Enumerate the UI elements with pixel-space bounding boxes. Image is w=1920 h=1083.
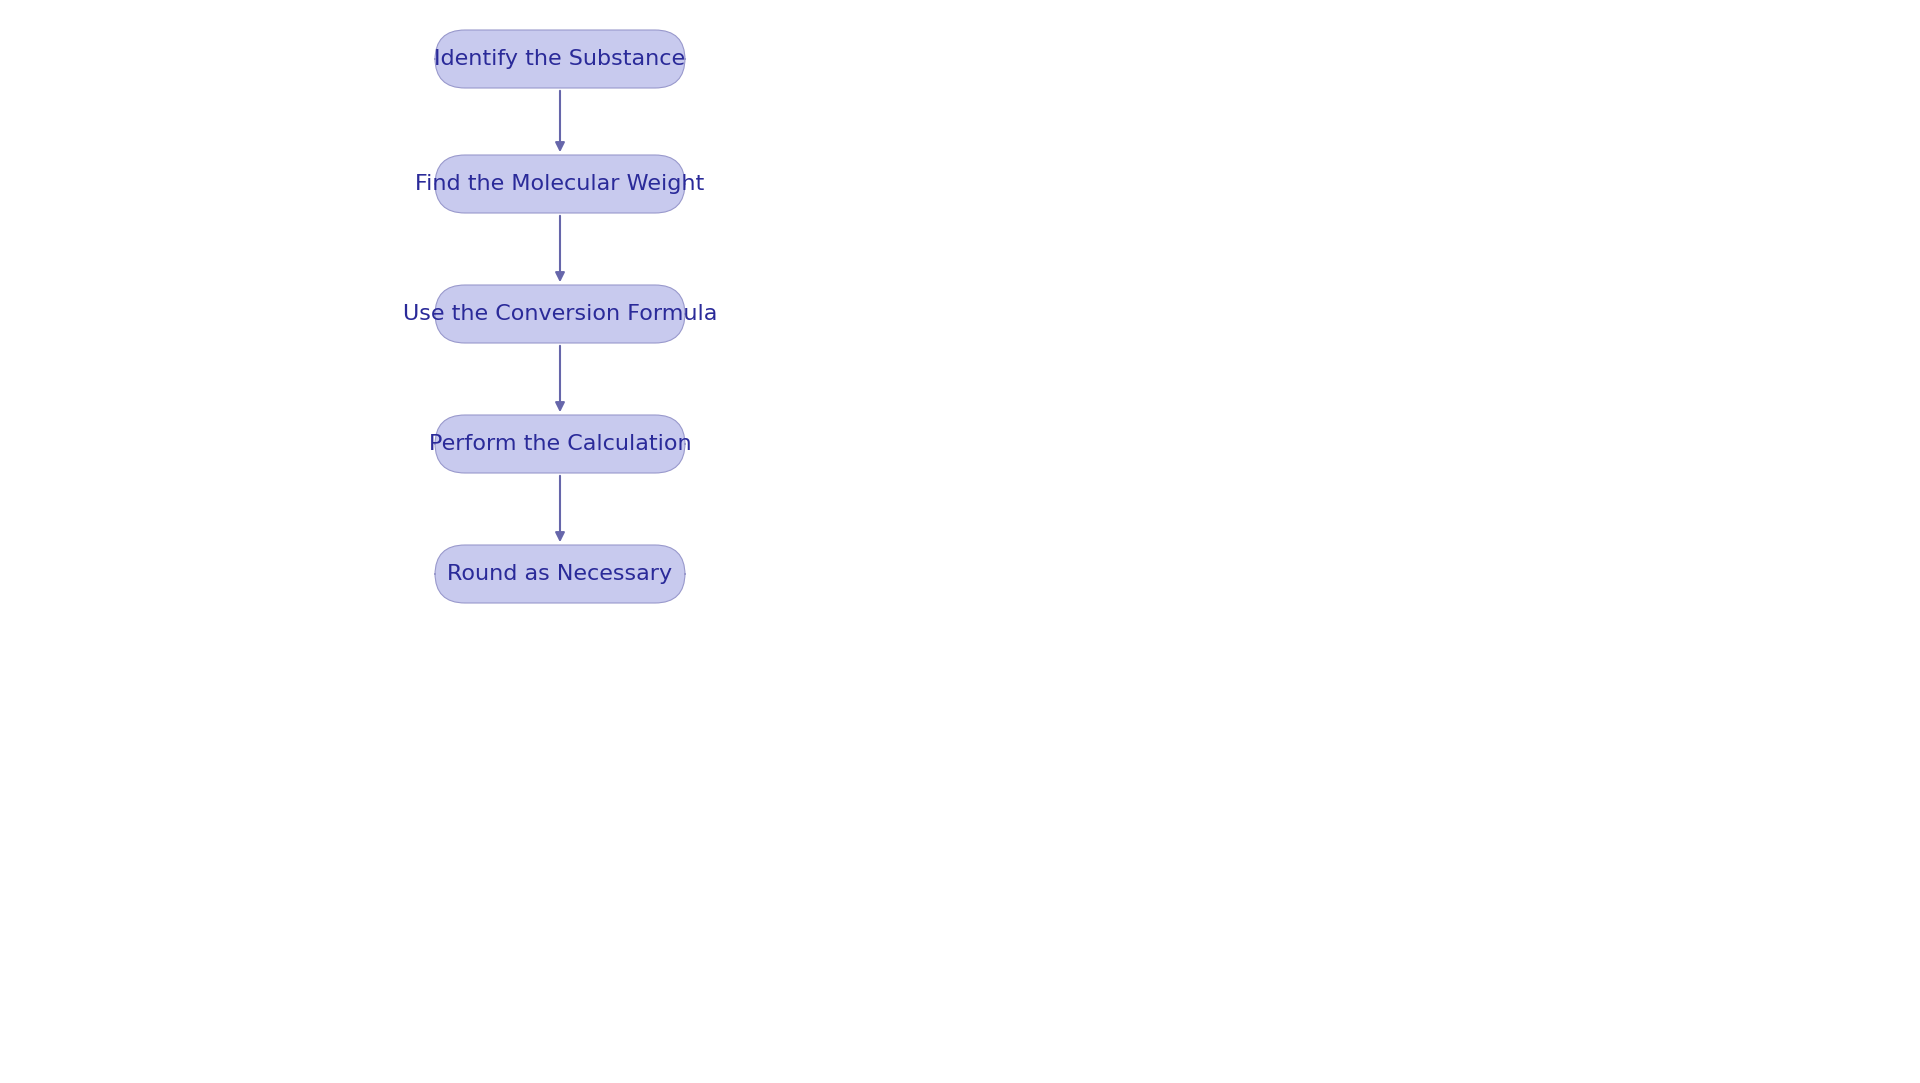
Text: Identify the Substance: Identify the Substance [434,49,685,69]
Text: Use the Conversion Formula: Use the Conversion Formula [403,304,718,324]
FancyBboxPatch shape [436,415,685,473]
Text: Round as Necessary: Round as Necessary [447,564,672,584]
FancyBboxPatch shape [436,285,685,343]
FancyBboxPatch shape [436,545,685,603]
Text: Find the Molecular Weight: Find the Molecular Weight [415,174,705,194]
FancyBboxPatch shape [436,30,685,88]
Text: Perform the Calculation: Perform the Calculation [428,434,691,454]
FancyBboxPatch shape [436,155,685,213]
